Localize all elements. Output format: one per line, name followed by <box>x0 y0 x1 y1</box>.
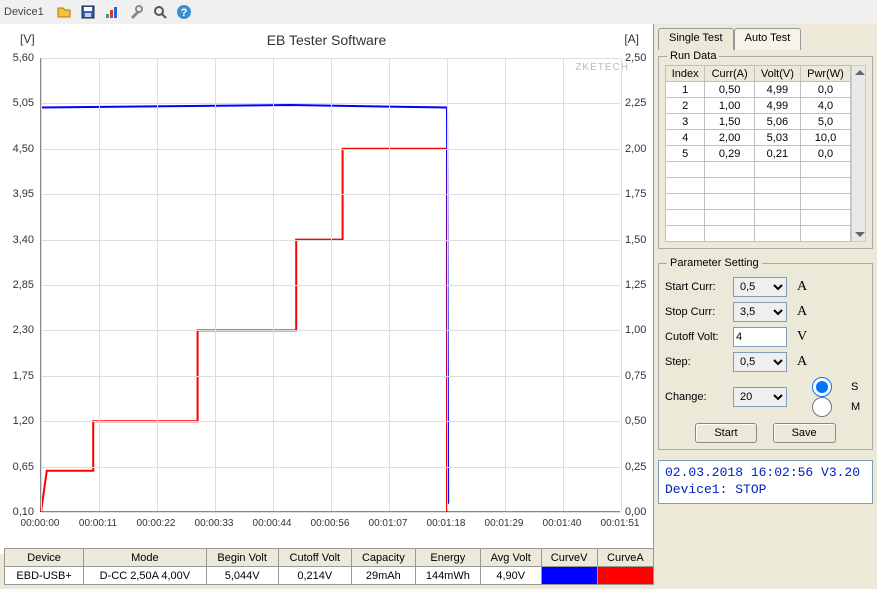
scrollbar[interactable] <box>851 65 866 242</box>
table-row[interactable]: 31,505,065,0 <box>666 114 851 130</box>
plot-region <box>40 58 620 512</box>
unit-a: A <box>797 279 807 295</box>
y-axis-right-label: [A] <box>624 32 639 46</box>
bottom-header: CurveV <box>541 549 597 567</box>
tab-auto[interactable]: Auto Test <box>734 28 802 50</box>
right-panel: Single Test Auto Test Run Data IndexCurr… <box>654 24 877 554</box>
y-ticks-left: 5,605,054,503,953,402,852,301,751,200,65… <box>0 54 38 514</box>
bottom-table: DeviceModeBegin VoltCutoff VoltCapacityE… <box>4 548 654 585</box>
table-row <box>666 162 851 178</box>
toolbar: Device1 ? <box>0 0 877 24</box>
bottom-cell: 144mWh <box>415 567 480 585</box>
stop-curr-select[interactable]: 3,5 <box>733 302 787 322</box>
table-row[interactable]: 42,005,0310,0 <box>666 130 851 146</box>
rundata-legend: Run Data <box>667 50 719 62</box>
bottom-header: CurveA <box>597 549 653 567</box>
y-axis-left-label: [V] <box>20 32 35 46</box>
table-row <box>666 226 851 242</box>
bottom-header: Capacity <box>351 549 415 567</box>
param-group: Parameter Setting Start Curr: 0,5 A Stop… <box>658 263 873 450</box>
table-row[interactable]: 50,290,210,0 <box>666 146 851 162</box>
tools-icon[interactable] <box>126 2 146 22</box>
chart-area: [V] EB Tester Software [A] ZKETECH 5,605… <box>0 24 654 554</box>
device-label: Device1 <box>4 6 44 18</box>
tab-strip: Single Test Auto Test <box>658 28 873 50</box>
rundata-header: Volt(V) <box>754 66 800 82</box>
start-curr-select[interactable]: 0,5 <box>733 277 787 297</box>
curve-a-swatch <box>597 567 653 585</box>
bottom-cell: 5,044V <box>206 567 278 585</box>
svg-text:?: ? <box>180 7 187 19</box>
start-curr-label: Start Curr: <box>665 281 729 293</box>
curve-v-swatch <box>541 567 597 585</box>
rundata-group: Run Data IndexCurr(A)Volt(V)Pwr(W) 10,50… <box>658 56 873 249</box>
step-select[interactable]: 0,5 <box>733 352 787 372</box>
stop-curr-label: Stop Curr: <box>665 306 729 318</box>
bottom-header: Cutoff Volt <box>278 549 351 567</box>
status-line2: Device1: STOP <box>665 482 866 499</box>
y-ticks-right: 2,502,252,001,751,501,251,000,750,500,25… <box>621 54 653 514</box>
unit-a: A <box>797 354 807 370</box>
cutoff-volt-input[interactable] <box>733 327 787 347</box>
status-line1: 02.03.2018 16:02:56 V3.20 <box>665 465 866 482</box>
bottom-header: Begin Volt <box>206 549 278 567</box>
table-row[interactable]: 21,004,994,0 <box>666 98 851 114</box>
status-box: 02.03.2018 16:02:56 V3.20 Device1: STOP <box>658 460 873 504</box>
help-icon[interactable]: ? <box>174 2 194 22</box>
rundata-header: Curr(A) <box>705 66 754 82</box>
bottom-header: Mode <box>84 549 206 567</box>
search-icon[interactable] <box>150 2 170 22</box>
x-ticks: 00:00:0000:00:1100:00:2200:00:3300:00:44… <box>40 518 620 534</box>
table-row <box>666 178 851 194</box>
bottom-header: Avg Volt <box>480 549 541 567</box>
cutoff-volt-label: Cutoff Volt: <box>665 331 729 343</box>
radio-m[interactable]: M <box>795 397 860 417</box>
param-legend: Parameter Setting <box>667 257 762 269</box>
unit-a: A <box>797 304 807 320</box>
bottom-cell: 0,214V <box>278 567 351 585</box>
bottom-cell: D-CC 2,50A 4,00V <box>84 567 206 585</box>
open-icon[interactable] <box>54 2 74 22</box>
save-button[interactable]: Save <box>773 423 836 443</box>
tab-single[interactable]: Single Test <box>658 28 734 50</box>
table-row <box>666 194 851 210</box>
change-label: Change: <box>665 391 729 403</box>
rundata-header: Pwr(W) <box>800 66 850 82</box>
start-button[interactable]: Start <box>695 423 756 443</box>
bottom-header: Energy <box>415 549 480 567</box>
radio-s[interactable]: S <box>795 377 860 397</box>
chart-title: EB Tester Software <box>267 32 387 48</box>
bottom-cell: 4,90V <box>480 567 541 585</box>
chart-icon[interactable] <box>102 2 122 22</box>
step-label: Step: <box>665 356 729 368</box>
unit-v: V <box>797 329 807 345</box>
table-row[interactable]: 10,504,990,0 <box>666 82 851 98</box>
table-row <box>666 210 851 226</box>
save-icon[interactable] <box>78 2 98 22</box>
rundata-header: Index <box>666 66 705 82</box>
bottom-header: Device <box>5 549 84 567</box>
change-select[interactable]: 20 <box>733 387 787 407</box>
bottom-table-wrap: DeviceModeBegin VoltCutoff VoltCapacityE… <box>4 548 654 585</box>
rundata-table: IndexCurr(A)Volt(V)Pwr(W) 10,504,990,021… <box>665 65 851 242</box>
bottom-cell: 29mAh <box>351 567 415 585</box>
bottom-cell: EBD-USB+ <box>5 567 84 585</box>
